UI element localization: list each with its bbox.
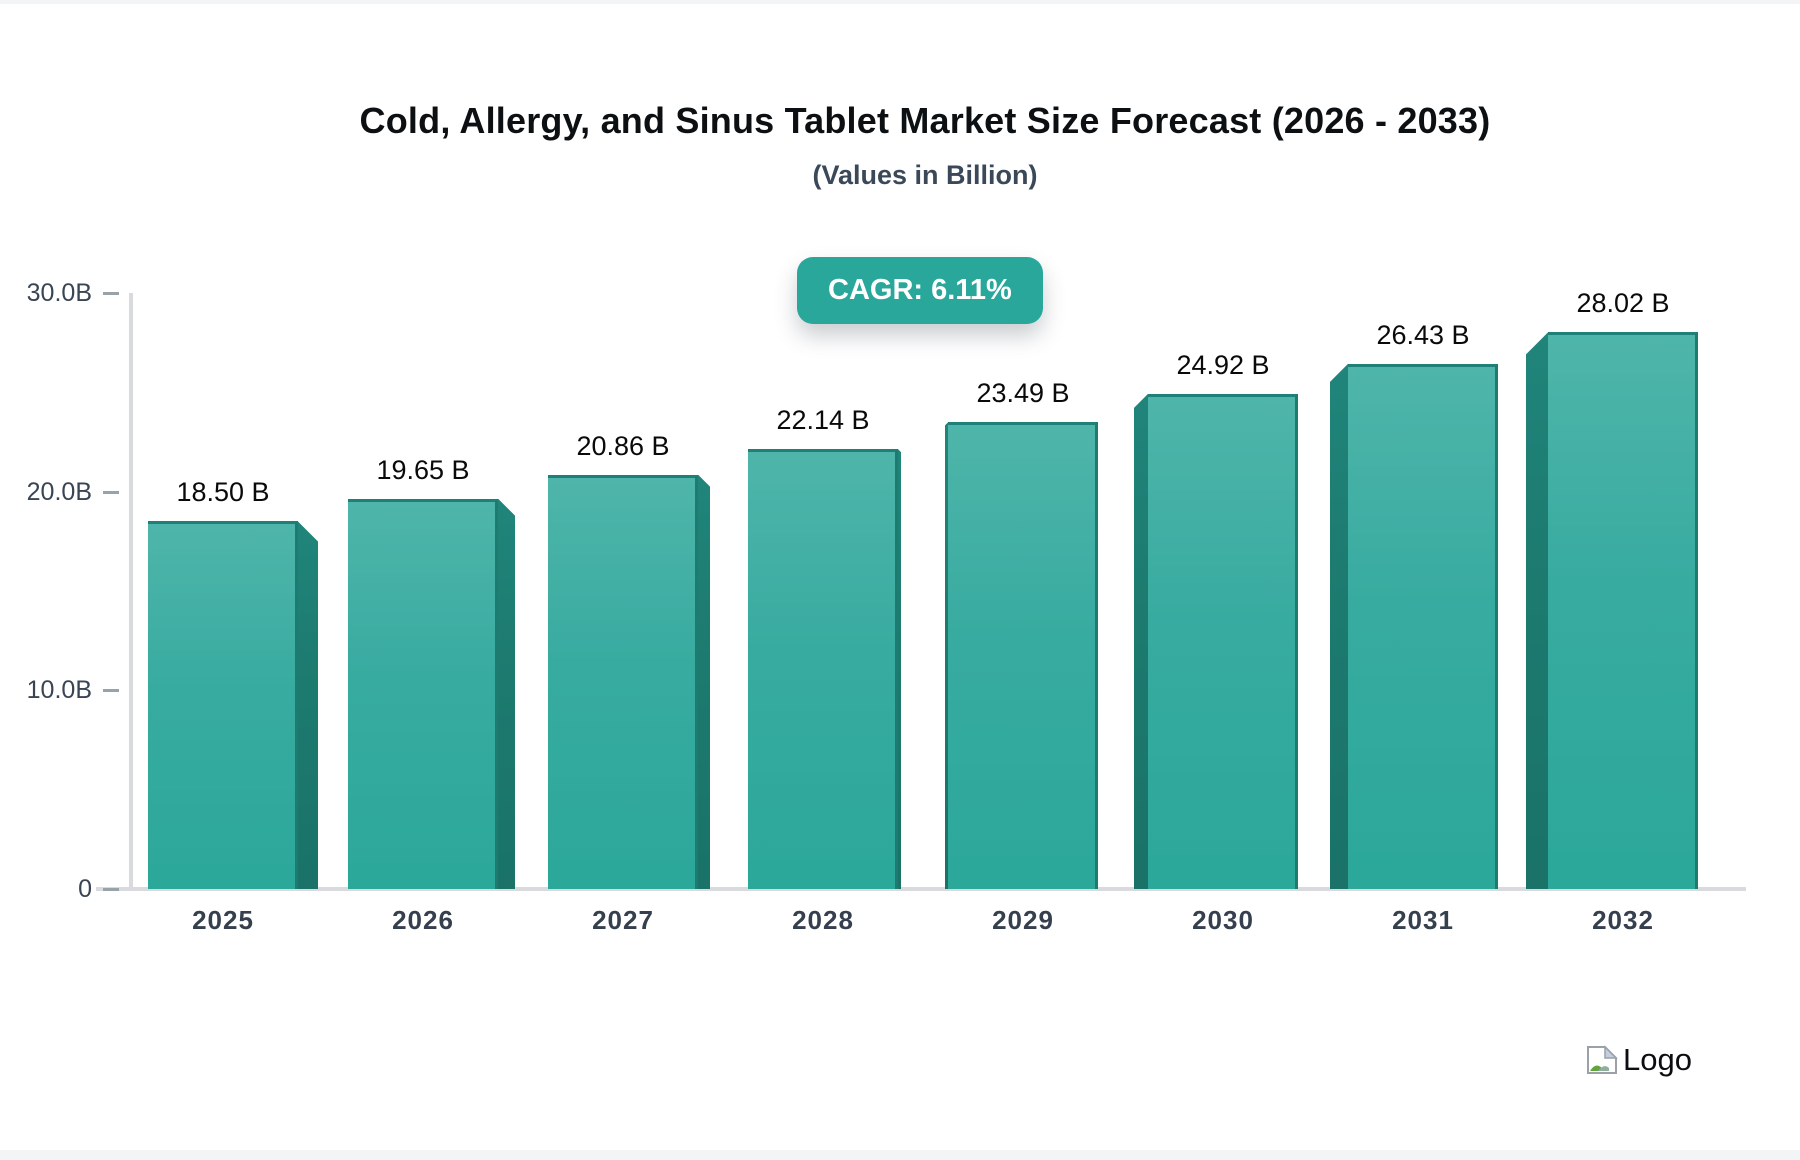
- logo-alt-text: Logo: [1623, 1042, 1692, 1077]
- y-tick-mark: [103, 490, 119, 494]
- x-axis-label: 2029: [992, 905, 1054, 935]
- bar-3d-side: [1134, 393, 1148, 889]
- x-axis-label: 2032: [1592, 905, 1654, 935]
- bar-3d-side: [498, 498, 515, 889]
- bar: [548, 474, 698, 889]
- bar-value-label: 24.92 B: [1176, 349, 1270, 380]
- bar-value-label: 26.43 B: [1376, 319, 1470, 350]
- bar-3d-side: [945, 422, 948, 889]
- bar-3d-side: [898, 449, 901, 889]
- chart-subtitle: (Values in Billion): [812, 160, 1038, 190]
- chart-title: Cold, Allergy, and Sinus Tablet Market S…: [359, 100, 1491, 141]
- y-tick-label: 20.0B: [26, 477, 92, 506]
- bar: [748, 449, 898, 889]
- broken-image-icon: [1582, 1040, 1622, 1080]
- x-axis-label: 2028: [792, 905, 854, 935]
- bar-3d-side: [1330, 363, 1348, 889]
- y-axis-line: [129, 293, 133, 889]
- bar-value-label: 22.14 B: [776, 405, 870, 436]
- bar-value-label: 23.49 B: [976, 378, 1070, 409]
- bar: [1348, 363, 1498, 889]
- bar-value-label: 28.02 B: [1576, 288, 1670, 319]
- bar: [348, 498, 498, 889]
- y-tick-label: 10.0B: [26, 676, 92, 705]
- bar-3d-side: [298, 521, 318, 889]
- x-axis-label: 2031: [1392, 905, 1454, 935]
- logo-placeholder: Logo: [1582, 1040, 1692, 1080]
- chart-card: Cold, Allergy, and Sinus Tablet Market S…: [0, 4, 1800, 1150]
- bar: [1148, 393, 1298, 889]
- x-axis-line: [96, 887, 1746, 891]
- bar-3d-side: [1526, 332, 1548, 889]
- bar-value-label: 19.65 B: [376, 454, 470, 485]
- y-tick-label: 0: [78, 875, 92, 903]
- cagr-badge: CAGR: 6.11%: [797, 257, 1043, 324]
- x-axis-label: 2027: [592, 905, 654, 935]
- x-axis-label: 2030: [1192, 905, 1254, 935]
- bar-value-label: 18.50 B: [176, 477, 270, 508]
- chart-header: Cold, Allergy, and Sinus Tablet Market S…: [25, 4, 1800, 191]
- y-tick-mark: [103, 888, 119, 891]
- y-tick-label: 30.0B: [26, 279, 92, 307]
- plot-area: 30.0B 20.0B 10.0B 0 18.50 B 2025 19.65 B 2026 20…: [0, 4, 1800, 1160]
- bar-3d-side: [698, 474, 710, 889]
- y-tick-mark: [103, 292, 119, 295]
- x-axis-label: 2025: [192, 905, 254, 935]
- bar-value-label: 20.86 B: [576, 430, 670, 461]
- bar: [148, 521, 298, 889]
- y-tick-mark: [103, 689, 119, 693]
- bar: [1548, 332, 1698, 889]
- x-axis-label: 2026: [392, 905, 454, 935]
- bar: [948, 422, 1098, 889]
